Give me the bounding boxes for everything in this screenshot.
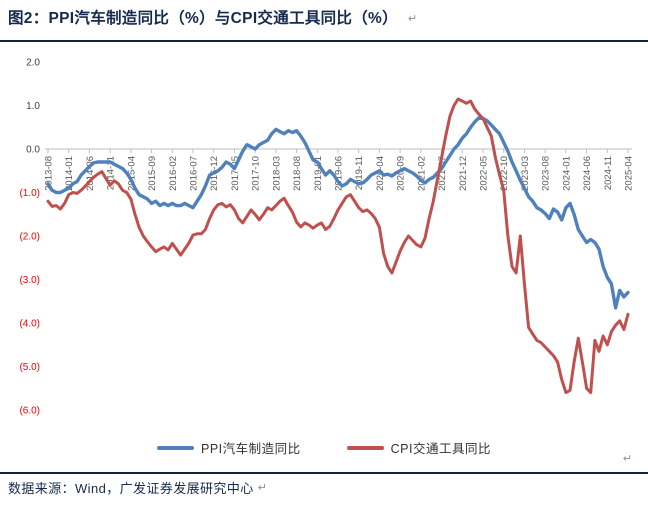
legend-item-cpi: CPI交通工具同比: [346, 438, 491, 457]
ppi-series-line: [46, 116, 630, 310]
x-axis-label: 2016-02: [168, 156, 179, 191]
ppi-line-swatch: [157, 445, 194, 450]
x-axis-label: 2019-06: [334, 156, 345, 191]
paragraph-mark-icon: ↵: [257, 481, 267, 494]
data-source-text: 数据来源：Wind，广发证券发展研究中心: [8, 481, 254, 496]
x-axis-label: 2024-11: [603, 156, 614, 190]
x-axis-label: 2022-10: [499, 156, 510, 191]
x-axis-label: 2024-01: [561, 156, 572, 191]
legend-label-ppi: PPI汽车制造同比: [201, 442, 301, 456]
paragraph-mark-icon: ↵: [407, 13, 418, 25]
cpi-line-swatch: [346, 445, 384, 450]
x-axis-label: 2018-08: [292, 156, 303, 191]
line-chart: 2013-08 2014-01 2014-06 2014-11 2015-04 2015-…: [0, 44, 648, 464]
y-axis-label: (5.0): [19, 362, 40, 373]
y-axis-label: 0.0: [26, 145, 40, 156]
x-axis-label: 2021-12: [458, 156, 469, 191]
x-axis-label: 2014-11: [106, 156, 117, 190]
y-axis-label: 1.0: [26, 101, 40, 112]
x-axis-label: 2020-09: [396, 156, 407, 191]
x-axis-label: 2023-03: [520, 156, 531, 191]
y-axis-label: (4.0): [19, 319, 40, 330]
y-axis-label: (1.0): [19, 188, 40, 199]
x-axis-label: 2023-08: [541, 156, 552, 191]
x-axis-label: 2017-10: [251, 156, 262, 191]
x-axis-label: 2019-01: [313, 156, 324, 191]
x-axis-label: 2024-06: [582, 156, 593, 191]
y-axis-label: (3.0): [19, 275, 40, 286]
x-axis-label: 2014-01: [64, 156, 75, 191]
chart-legend: PPI汽车制造同比 CPI交通工具同比: [0, 438, 648, 457]
x-axis-label: 2014-06: [85, 156, 96, 191]
x-axis-label: 2021-02: [416, 156, 427, 191]
x-axis-label: 2021-07: [437, 156, 448, 191]
page-title: 图2：PPI汽车制造同比（%）与CPI交通工具同比（%）: [8, 10, 398, 27]
x-axis-label: 2015-04: [126, 156, 137, 191]
paragraph-mark-icon: ↵: [622, 453, 632, 465]
x-axis-label: 2018-03: [271, 156, 282, 191]
x-axis-label: 2013-08: [44, 156, 55, 191]
y-axis-label: 2.0: [26, 58, 40, 69]
y-axis-label: (6.0): [19, 406, 40, 417]
chart-canvas: 2013-08 2014-01 2014-06 2014-11 2015-04 2015-…: [19, 58, 635, 417]
x-axis-label: 2016-07: [189, 156, 200, 191]
x-axis-label: 2025-04: [624, 156, 635, 191]
legend-label-cpi: CPI交通工具同比: [390, 442, 491, 456]
title-divider: [0, 40, 648, 42]
legend-item-ppi: PPI汽车制造同比: [157, 438, 301, 457]
footer-divider: [0, 472, 648, 474]
x-axis-label: 2017-05: [230, 156, 241, 191]
figure-title-row: 图2：PPI汽车制造同比（%）与CPI交通工具同比（%） ↵: [8, 6, 640, 32]
y-axis-label: (2.0): [19, 232, 40, 243]
x-axis-label: 2015-09: [147, 156, 158, 191]
cpi-series-line: [46, 97, 630, 395]
data-source-row: 数据来源：Wind，广发证券发展研究中心 ↵: [8, 478, 267, 497]
x-axis-label: 2019-11: [354, 156, 365, 190]
x-axis-label: 2022-05: [479, 156, 490, 191]
